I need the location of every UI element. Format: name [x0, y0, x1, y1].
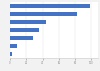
Bar	[10, 44, 17, 48]
Bar	[10, 52, 12, 56]
Bar	[10, 12, 77, 16]
Bar	[10, 4, 90, 8]
Bar	[10, 20, 46, 24]
Bar	[10, 28, 38, 32]
Bar	[10, 36, 33, 40]
